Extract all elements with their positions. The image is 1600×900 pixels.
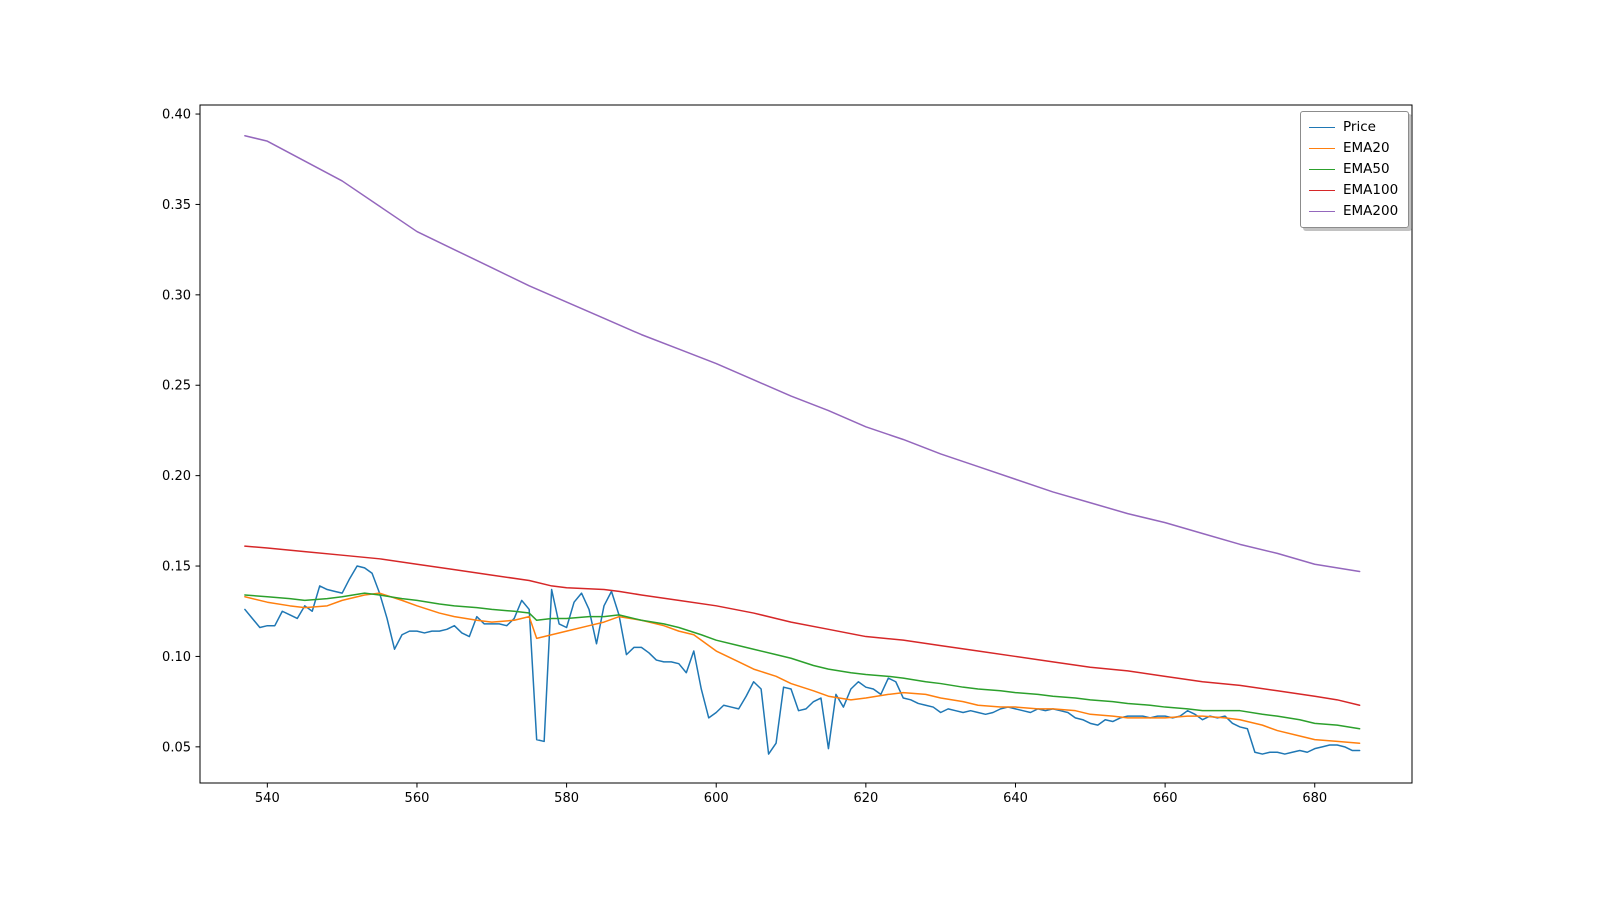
- y-tick-label: 0.25: [162, 379, 191, 394]
- series-line-ema200: [244, 134, 1361, 573]
- legend-item-label: Price: [1343, 119, 1376, 135]
- series-line-ema20: [244, 592, 1361, 744]
- x-tick-label: 640: [1003, 791, 1028, 806]
- legend-line-swatch: [1309, 148, 1335, 149]
- x-tick-label: 580: [554, 791, 579, 806]
- legend-line-swatch: [1309, 190, 1335, 191]
- legend-item-label: EMA50: [1343, 161, 1390, 177]
- x-tick-label: 560: [405, 791, 430, 806]
- y-tick-label: 0.15: [162, 560, 191, 575]
- x-tick-label: 620: [853, 791, 878, 806]
- series-line-ema50: [244, 592, 1361, 730]
- x-tick-label: 600: [704, 791, 729, 806]
- legend-item-price: Price: [1309, 117, 1398, 138]
- legend-line-swatch: [1309, 211, 1335, 212]
- legend-item-label: EMA100: [1343, 182, 1399, 198]
- legend-line-swatch: [1309, 169, 1335, 170]
- y-tick-label: 0.30: [162, 288, 191, 303]
- x-tick-label: 540: [255, 791, 280, 806]
- y-tick-label: 0.20: [162, 469, 191, 484]
- series-line-ema100: [244, 545, 1361, 707]
- legend-line-swatch: [1309, 127, 1335, 128]
- y-tick-label: 0.35: [162, 198, 191, 213]
- legend-item-label: EMA20: [1343, 140, 1390, 156]
- y-tick-label: 0.40: [162, 108, 191, 123]
- legend-item-ema200: EMA200: [1309, 201, 1398, 222]
- axes-spines: [199, 104, 1413, 784]
- x-tick-label: 680: [1302, 791, 1327, 806]
- y-tick-label: 0.10: [162, 650, 191, 665]
- x-tick-label: 660: [1153, 791, 1178, 806]
- legend: Price EMA20 EMA50 EMA100 EMA200: [1300, 111, 1410, 228]
- legend-item-ema100: EMA100: [1309, 180, 1398, 201]
- legend-item-ema50: EMA50: [1309, 159, 1398, 180]
- legend-item-ema20: EMA20: [1309, 138, 1398, 159]
- y-tick-label: 0.05: [162, 740, 191, 755]
- legend-item-label: EMA200: [1343, 203, 1399, 219]
- series-line-price: [244, 565, 1361, 755]
